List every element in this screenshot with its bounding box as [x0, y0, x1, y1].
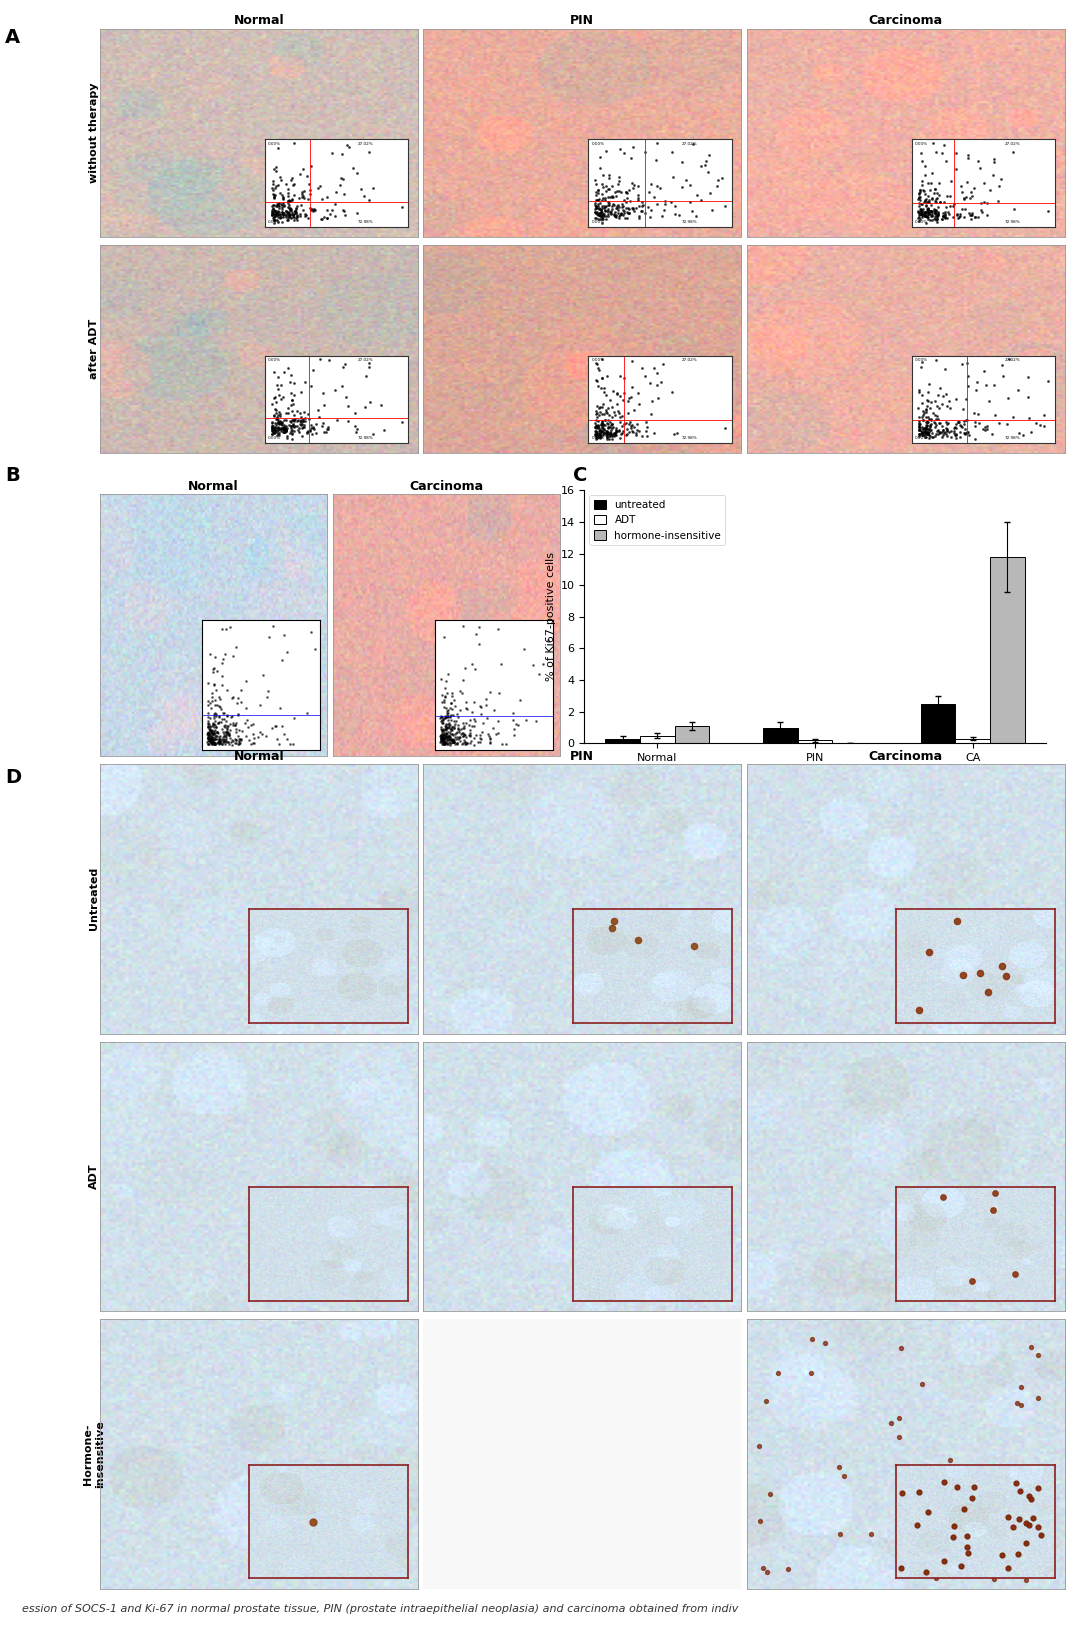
Point: [908, 1476, 925, 1502]
Point: [985, 1565, 1003, 1592]
Point: [831, 1521, 848, 1547]
Point: [755, 1554, 772, 1580]
Point: [1031, 1476, 1048, 1502]
Point: [941, 1448, 958, 1474]
Point: [862, 1520, 880, 1546]
Point: [751, 1508, 769, 1534]
Bar: [921, 704, 955, 743]
Bar: [955, 739, 990, 743]
Point: [750, 1433, 768, 1459]
Text: D: D: [5, 768, 22, 788]
Point: [803, 1327, 820, 1353]
Y-axis label: Hormone-
insensitive: Hormone- insensitive: [83, 1420, 105, 1489]
Y-axis label: % of Ki67-positive cells: % of Ki67-positive cells: [547, 552, 556, 681]
Bar: [640, 735, 675, 743]
Y-axis label: ADT: ADT: [89, 1163, 99, 1190]
Point: [1012, 1392, 1029, 1418]
Text: ession of SOCS-1 and Ki-67 in normal prostate tissue, PIN (prostate intraepithel: ession of SOCS-1 and Ki-67 in normal pro…: [22, 1605, 738, 1614]
Bar: [605, 739, 640, 743]
Point: [817, 1330, 834, 1356]
Point: [1029, 1384, 1047, 1410]
Point: [1018, 1567, 1035, 1593]
Point: [770, 1359, 787, 1386]
Point: [1044, 1510, 1061, 1536]
Point: [893, 1335, 910, 1361]
Point: [1041, 1515, 1059, 1541]
Title: Normal: Normal: [234, 15, 284, 28]
Title: PIN: PIN: [570, 750, 594, 763]
Point: [1012, 1374, 1029, 1400]
Y-axis label: after ADT: after ADT: [89, 319, 99, 379]
Point: [883, 1410, 900, 1436]
Text: B: B: [5, 466, 20, 485]
Point: [831, 1454, 848, 1480]
Point: [1034, 1526, 1051, 1552]
Text: C: C: [573, 466, 588, 485]
Point: [920, 1458, 937, 1484]
Bar: [675, 725, 709, 743]
Bar: [798, 740, 832, 743]
Point: [890, 1425, 908, 1451]
Text: A: A: [5, 28, 20, 47]
Y-axis label: without therapy: without therapy: [89, 82, 99, 183]
Y-axis label: Untreated: Untreated: [89, 868, 99, 930]
Point: [762, 1480, 779, 1507]
Title: Normal: Normal: [189, 480, 238, 493]
Title: Carcinoma: Carcinoma: [869, 750, 942, 763]
Point: [902, 1544, 920, 1570]
Point: [779, 1556, 797, 1582]
Title: Normal: Normal: [234, 750, 284, 763]
Point: [803, 1359, 820, 1386]
Point: [890, 1405, 908, 1431]
Point: [758, 1559, 775, 1585]
Bar: [990, 557, 1025, 743]
Point: [913, 1371, 930, 1397]
Legend: untreated, ADT, hormone-insensitive: untreated, ADT, hormone-insensitive: [590, 495, 725, 544]
Title: Carcinoma: Carcinoma: [869, 15, 942, 28]
Title: Carcinoma: Carcinoma: [410, 480, 483, 493]
Point: [835, 1462, 853, 1489]
Title: PIN: PIN: [570, 15, 594, 28]
Point: [1023, 1335, 1040, 1361]
Point: [928, 1564, 945, 1590]
Bar: [763, 727, 798, 743]
Point: [1029, 1342, 1047, 1368]
Point: [955, 1489, 972, 1515]
Point: [920, 1538, 937, 1564]
Point: [958, 1480, 976, 1507]
Point: [757, 1387, 774, 1413]
Point: [1009, 1391, 1026, 1417]
